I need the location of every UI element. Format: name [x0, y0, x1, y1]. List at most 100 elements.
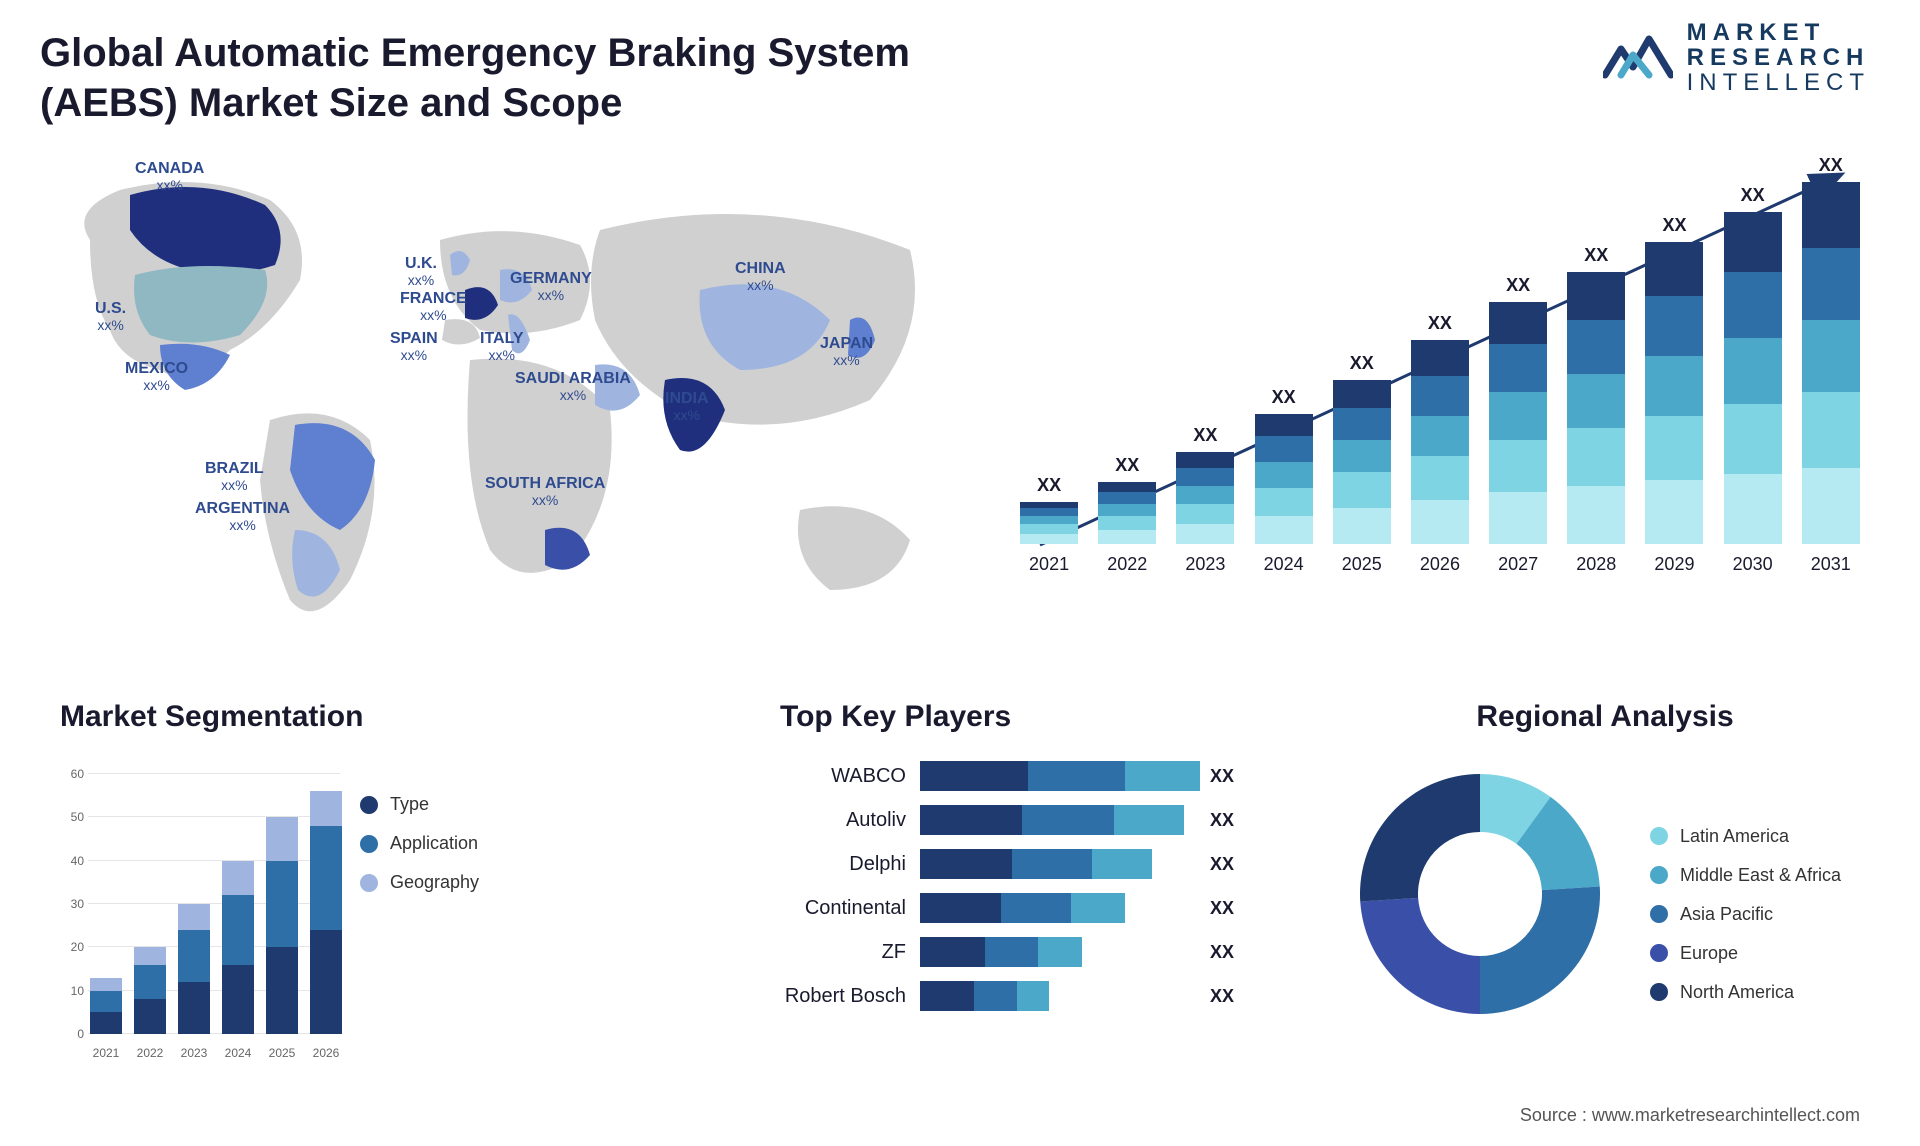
bar-year-label: 2021: [1029, 554, 1069, 575]
bar-segment: [1255, 436, 1313, 462]
bar-segment: [1567, 428, 1625, 486]
regional-legend: Latin America Middle East & Africa Asia Pa…: [1650, 826, 1841, 1003]
bar-segment: [1567, 374, 1625, 428]
map-label: FRANCExx%: [400, 290, 467, 323]
legend-label: Application: [390, 833, 478, 854]
bar-year-label: 2025: [1342, 554, 1382, 575]
legend-label: Asia Pacific: [1680, 904, 1773, 925]
legend-dot: [1650, 944, 1668, 962]
world-map-svg: [40, 160, 960, 660]
bar-segment: [1802, 320, 1860, 392]
bar-segment: [1411, 456, 1469, 500]
player-bar-segment: [1125, 761, 1200, 791]
seg-bar-segment: [310, 930, 342, 1034]
bar-value-label: XX: [1819, 155, 1843, 176]
seg-bar-segment: [266, 817, 298, 860]
regional-donut: [1340, 754, 1620, 1034]
player-bar-segment: [985, 937, 1039, 967]
page-title: Global Automatic Emergency Braking Syste…: [40, 28, 1040, 128]
seg-year-label: 2026: [310, 1046, 342, 1060]
legend-item: North America: [1650, 982, 1841, 1003]
player-row: Delphi XX: [780, 842, 1300, 886]
map-label: JAPANxx%: [820, 335, 873, 368]
seg-year-label: 2022: [134, 1046, 166, 1060]
segmentation-title: Market Segmentation: [60, 700, 580, 734]
bar-segment: [1802, 392, 1860, 468]
legend-dot: [360, 796, 378, 814]
players-title: Top Key Players: [780, 700, 1300, 734]
player-value-label: XX: [1200, 986, 1250, 1007]
seg-bar-segment: [178, 982, 210, 1034]
bar-segment: [1724, 212, 1782, 272]
bar-segment: [1020, 534, 1078, 544]
bar-value-label: XX: [1662, 215, 1686, 236]
player-bar-segment: [920, 893, 1001, 923]
player-bar-segment: [920, 849, 1012, 879]
player-value-label: XX: [1200, 854, 1250, 875]
player-bar-segment: [1038, 937, 1081, 967]
legend-label: Type: [390, 794, 429, 815]
player-name: Delphi: [780, 853, 920, 876]
legend-dot: [360, 874, 378, 892]
map-label: SOUTH AFRICAxx%: [485, 475, 605, 508]
legend-item: Asia Pacific: [1650, 904, 1841, 925]
player-row: AutolivXX: [780, 798, 1300, 842]
bar-segment: [1255, 462, 1313, 488]
bar-segment: [1255, 516, 1313, 544]
bar-year-label: 2022: [1107, 554, 1147, 575]
player-bar-segment: [1114, 805, 1184, 835]
bar-segment: [1645, 356, 1703, 416]
bar-value-label: XX: [1584, 245, 1608, 266]
segmentation-section: Market Segmentation 0102030405060 202120…: [60, 700, 580, 1064]
legend-dot: [360, 835, 378, 853]
bar-segment: [1724, 338, 1782, 404]
player-bar: [920, 937, 1200, 967]
source-text: Source : www.marketresearchintellect.com: [1520, 1105, 1860, 1126]
bar-segment: [1333, 408, 1391, 440]
legend-dot: [1650, 905, 1668, 923]
legend-label: Middle East & Africa: [1680, 865, 1841, 886]
seg-bar-segment: [90, 1012, 122, 1034]
bar-segment: [1098, 504, 1156, 516]
world-map: CANADAxx%U.S.xx%MEXICOxx%BRAZILxx%ARGENT…: [40, 160, 960, 660]
player-row: Robert BoschXX: [780, 974, 1300, 1018]
bar-segment: [1411, 376, 1469, 416]
map-label: INDIAxx%: [665, 390, 709, 423]
bar-segment: [1411, 340, 1469, 376]
player-bar-segment: [920, 805, 1022, 835]
map-label: CHINAxx%: [735, 260, 786, 293]
map-label: SAUDI ARABIAxx%: [515, 370, 631, 403]
regional-section: Regional Analysis Latin AmericaMiddle Ea…: [1340, 700, 1870, 1034]
seg-year-label: 2021: [90, 1046, 122, 1060]
player-bar-segment: [1022, 805, 1114, 835]
bar-segment: [1176, 504, 1234, 524]
bar-year-label: 2029: [1654, 554, 1694, 575]
seg-bar-column: [266, 817, 298, 1034]
bar-segment: [1098, 492, 1156, 504]
bar-segment: [1333, 380, 1391, 408]
bar-segment: [1255, 488, 1313, 516]
legend-label: Europe: [1680, 943, 1738, 964]
bar-column: XX2023: [1171, 425, 1239, 575]
legend-label: North America: [1680, 982, 1794, 1003]
bar-year-label: 2028: [1576, 554, 1616, 575]
legend-label: Latin America: [1680, 826, 1789, 847]
map-label: ARGENTINAxx%: [195, 500, 290, 533]
bar-segment: [1724, 272, 1782, 338]
bar-column: XX2024: [1250, 387, 1318, 575]
seg-bar-segment: [134, 965, 166, 1000]
segmentation-chart: 0102030405060 202120222023202420252026: [60, 754, 340, 1064]
logo-line3: INTELLECT: [1687, 70, 1870, 95]
seg-year-label: 2023: [178, 1046, 210, 1060]
player-bar-segment: [920, 761, 1028, 791]
bar-segment: [1802, 248, 1860, 320]
bar-segment: [1567, 486, 1625, 544]
bar-segment: [1333, 472, 1391, 508]
bar-value-label: XX: [1506, 275, 1530, 296]
seg-bar-segment: [178, 930, 210, 982]
bar-column: XX2027: [1484, 275, 1552, 575]
bar-segment: [1489, 392, 1547, 440]
seg-bar-segment: [222, 965, 254, 1034]
map-label: U.S.xx%: [95, 300, 126, 333]
bar-value-label: XX: [1115, 455, 1139, 476]
